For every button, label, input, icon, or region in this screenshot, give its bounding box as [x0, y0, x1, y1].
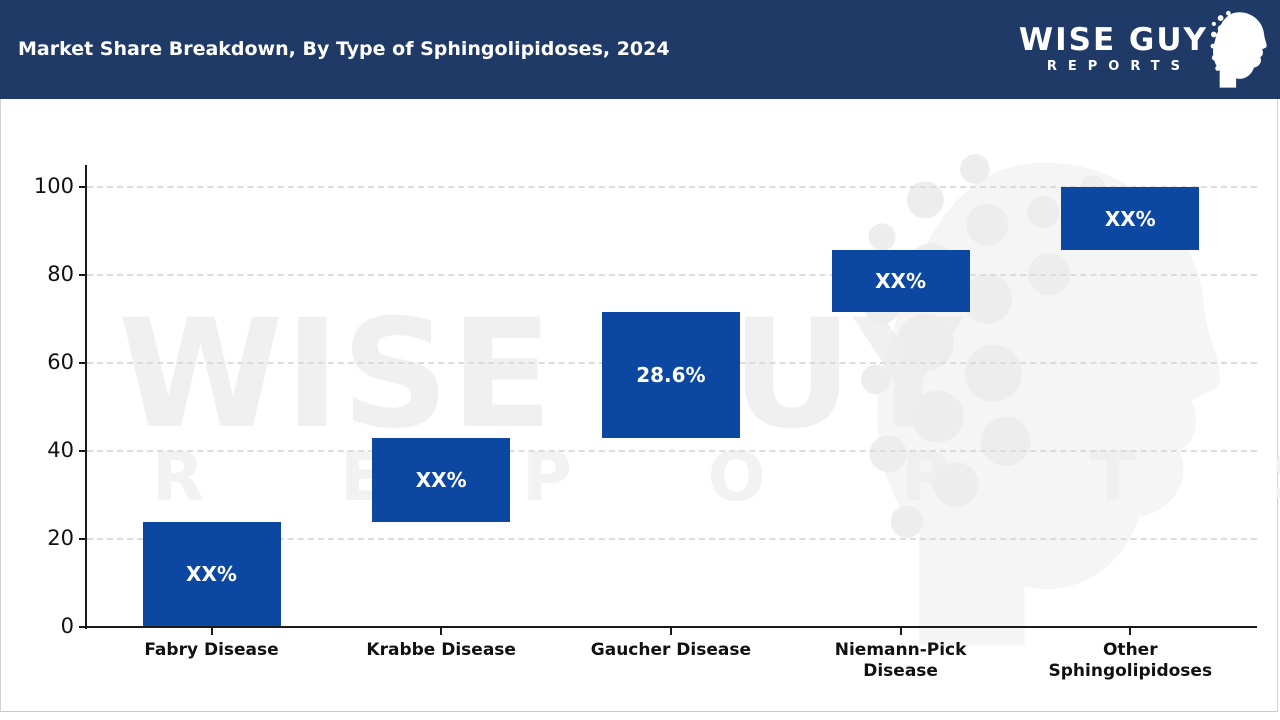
bar-value-label: XX% — [1104, 206, 1156, 231]
y-tick-label-100: 100 — [33, 174, 74, 198]
x-axis-line — [85, 626, 1257, 628]
y-tick-label-40: 40 — [47, 438, 74, 462]
gridline-80 — [87, 274, 1257, 276]
bar-3: 28.6% — [601, 311, 740, 438]
x-axis-label-line: Fabry Disease — [144, 640, 279, 660]
x-axis-label-2: Krabbe Disease — [326, 640, 556, 661]
y-tick-mark-80 — [79, 274, 86, 276]
y-tick-label-20: 20 — [47, 526, 74, 550]
gridline-20 — [87, 538, 1257, 540]
x-axis-label-5: Other Sphingolipidoses — [1015, 640, 1245, 682]
y-tick-label-60: 60 — [47, 350, 74, 374]
y-tick-mark-40 — [79, 450, 86, 452]
x-tick-mark-3 — [669, 628, 672, 635]
bar-5: XX% — [1061, 187, 1200, 251]
gridline-100 — [87, 186, 1257, 188]
watermark-wordmark: WISE GUY — [118, 288, 964, 462]
wiseguy-logo-text: WISE GUY REPORTS — [1019, 23, 1208, 76]
x-axis-label-line: Other — [1102, 640, 1158, 660]
y-tick-mark-100 — [79, 186, 86, 188]
bar-2: XX% — [372, 437, 511, 522]
x-tick-mark-2 — [440, 628, 443, 635]
y-tick-mark-20 — [79, 538, 86, 540]
x-tick-mark-1 — [210, 628, 213, 635]
x-axis-label-3: Gaucher Disease — [556, 640, 786, 661]
wiseguy-logo-subtext: REPORTS — [1046, 58, 1192, 74]
y-tick-label-0: 0 — [60, 614, 74, 638]
x-axis-label-1: Fabry Disease — [97, 640, 327, 661]
bar-4: XX% — [831, 250, 970, 312]
header-band: Market Share Breakdown, By Type of Sphin… — [0, 0, 1280, 99]
x-axis-label-line: Disease — [863, 661, 938, 681]
y-tick-mark-60 — [79, 362, 86, 364]
bar-1: XX% — [142, 521, 281, 627]
y-axis-line — [85, 165, 87, 629]
y-tick-label-80: 80 — [47, 262, 74, 286]
x-axis-label-line: Niemann-Pick — [834, 640, 967, 660]
x-tick-mark-5 — [1129, 628, 1132, 635]
gridline-40 — [87, 450, 1257, 452]
bar-value-label: XX% — [415, 467, 467, 492]
bar-value-label: XX% — [875, 269, 927, 294]
wiseguy-logo: WISE GUY REPORTS — [1019, 8, 1268, 90]
wiseguy-logo-wordmark: WISE GUY — [1018, 21, 1208, 58]
x-axis-label-line: Gaucher Disease — [590, 640, 752, 660]
bar-value-label: 28.6% — [636, 362, 706, 387]
bar-value-label: XX% — [186, 562, 237, 587]
x-tick-mark-4 — [899, 628, 902, 635]
x-axis-label-4: Niemann-Pick Disease — [786, 640, 1016, 682]
chart-title: Market Share Breakdown, By Type of Sphin… — [18, 38, 670, 60]
x-axis-label-line: Krabbe Disease — [366, 640, 516, 660]
x-axis-label-line: Sphingolipidoses — [1048, 661, 1213, 681]
y-tick-mark-0 — [79, 626, 86, 628]
wiseguy-face-icon — [1210, 10, 1267, 88]
